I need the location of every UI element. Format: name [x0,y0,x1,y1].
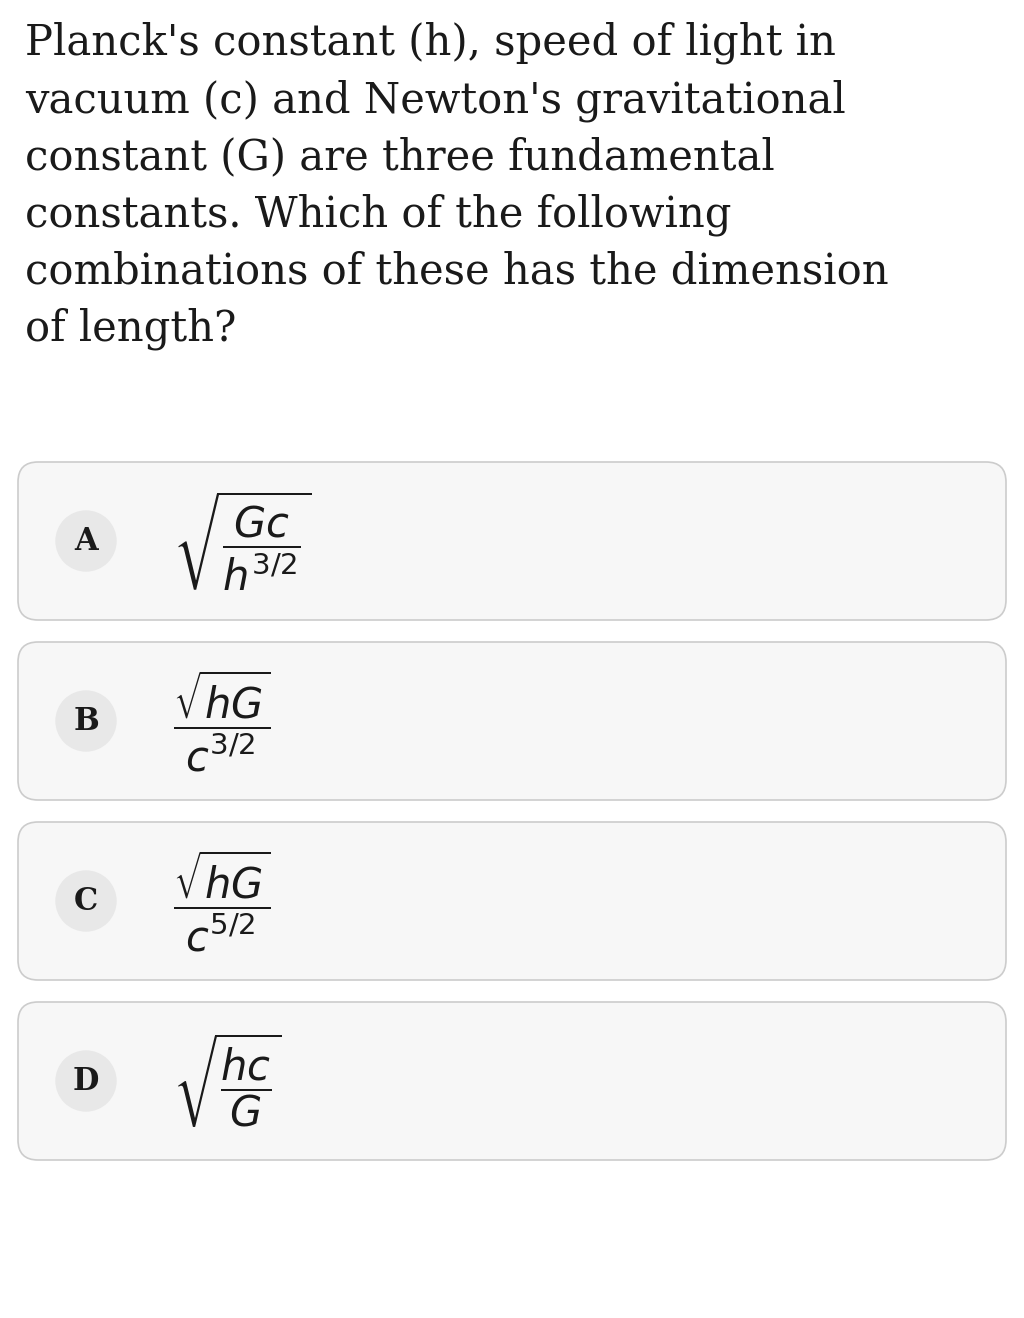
Text: A: A [74,526,98,556]
Text: $\sqrt{\dfrac{Gc}{h^{3/2}}}$: $\sqrt{\dfrac{Gc}{h^{3/2}}}$ [173,489,311,593]
Circle shape [56,871,116,931]
Circle shape [56,511,116,571]
Text: C: C [74,886,98,916]
Circle shape [56,1050,116,1111]
FancyBboxPatch shape [18,642,1006,800]
Text: constants. Which of the following: constants. Which of the following [25,192,731,236]
Text: D: D [73,1065,99,1097]
Text: of length?: of length? [25,307,237,349]
Text: $\dfrac{\sqrt{hG}}{c^{3/2}}$: $\dfrac{\sqrt{hG}}{c^{3/2}}$ [173,668,270,774]
Text: B: B [73,705,99,737]
FancyBboxPatch shape [18,822,1006,981]
Text: $\dfrac{\sqrt{hG}}{c^{5/2}}$: $\dfrac{\sqrt{hG}}{c^{5/2}}$ [173,849,270,953]
Circle shape [56,691,116,751]
Text: Planck's constant (h), speed of light in: Planck's constant (h), speed of light in [25,22,836,65]
FancyBboxPatch shape [18,1002,1006,1160]
FancyBboxPatch shape [18,463,1006,619]
Text: vacuum (c) and Newton's gravitational: vacuum (c) and Newton's gravitational [25,79,846,121]
Text: $\sqrt{\dfrac{hc}{G}}$: $\sqrt{\dfrac{hc}{G}}$ [173,1032,282,1131]
Text: constant (G) are three fundamental: constant (G) are three fundamental [25,136,775,178]
Text: combinations of these has the dimension: combinations of these has the dimension [25,250,889,293]
